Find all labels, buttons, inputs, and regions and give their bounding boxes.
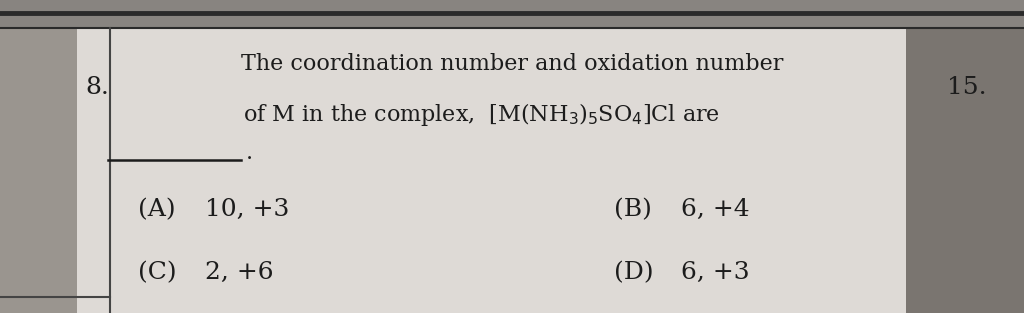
Text: 6, +4: 6, +4: [681, 198, 750, 221]
Text: (D): (D): [614, 261, 654, 284]
Text: .: .: [246, 142, 253, 164]
Text: (C): (C): [138, 261, 177, 284]
Text: of M in the complex,  [M(NH$_3$)$_5$SO$_4$]Cl are: of M in the complex, [M(NH$_3$)$_5$SO$_4…: [243, 101, 720, 128]
Bar: [77, 0, 906, 313]
Text: 15.: 15.: [947, 76, 987, 99]
Text: 2, +6: 2, +6: [205, 261, 273, 284]
Text: 10, +3: 10, +3: [205, 198, 289, 221]
Bar: [0, 0, 1024, 28]
Text: (B): (B): [614, 198, 652, 221]
Text: 6, +3: 6, +3: [681, 261, 750, 284]
Bar: [0, 0, 77, 313]
Text: The coordination number and oxidation number: The coordination number and oxidation nu…: [241, 53, 783, 75]
Bar: [906, 0, 1024, 313]
Text: 8.: 8.: [85, 76, 110, 99]
Text: (A): (A): [138, 198, 176, 221]
